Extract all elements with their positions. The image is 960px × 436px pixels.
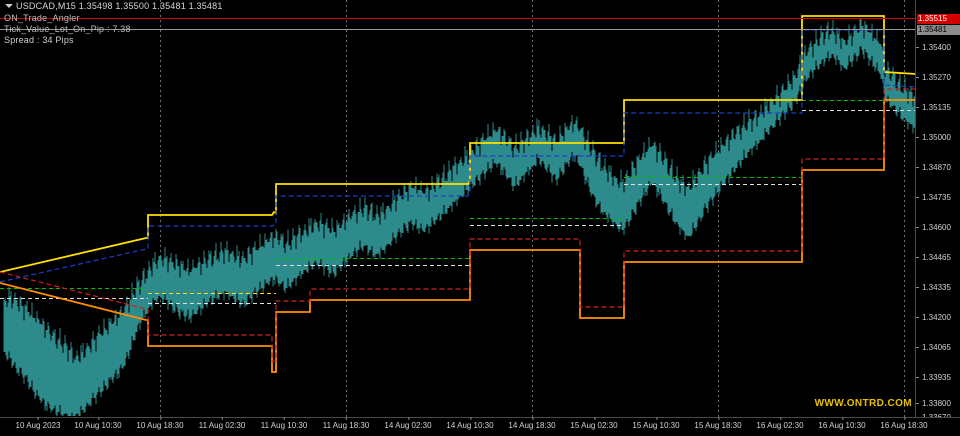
time-tick: 16 Aug 02:30 <box>756 417 804 430</box>
time-tick-label: 11 Aug 18:30 <box>322 421 370 430</box>
channel-line <box>0 99 916 373</box>
price-tick-mark <box>916 47 919 48</box>
channel-line <box>0 88 916 362</box>
time-tick: 15 Aug 10:30 <box>632 417 680 430</box>
time-tick-mark <box>842 417 843 420</box>
price-tick-label: 1.35400 <box>922 43 951 52</box>
price-tick-label: 1.34870 <box>922 163 951 172</box>
time-tick: 15 Aug 02:30 <box>570 417 618 430</box>
time-tick: 10 Aug 18:30 <box>136 417 184 430</box>
time-tick-label: 14 Aug 18:30 <box>508 421 556 430</box>
time-tick: 11 Aug 02:30 <box>198 417 246 430</box>
price-tick-mark <box>916 167 919 168</box>
time-tick-mark <box>160 417 161 420</box>
time-tick-mark <box>718 417 719 420</box>
time-tick-mark <box>408 417 409 420</box>
price-tick-label: 1.35135 <box>922 103 951 112</box>
time-tick: 14 Aug 18:30 <box>508 417 556 430</box>
price-tick: 1.34870 <box>916 163 960 172</box>
channel-line <box>0 29 916 283</box>
price-tick: 1.35400 <box>916 43 960 52</box>
price-tick-label: 1.33935 <box>922 373 951 382</box>
price-tick-label: 1.34735 <box>922 193 951 202</box>
time-tick-mark <box>222 417 223 420</box>
price-tick: 1.35270 <box>916 73 960 82</box>
ask-price-tag: 1.35515 <box>917 14 960 24</box>
time-tick: 14 Aug 10:30 <box>446 417 494 430</box>
time-tick-mark <box>532 417 533 420</box>
watermark-label: WWW.ONTRD.COM <box>814 398 912 409</box>
time-tick-mark <box>470 417 471 420</box>
time-tick-mark <box>904 417 905 420</box>
time-tick-label: 14 Aug 02:30 <box>384 421 432 430</box>
price-tick-label: 1.34600 <box>922 223 951 232</box>
price-tick: 1.34735 <box>916 193 960 202</box>
price-tick: 1.35000 <box>916 133 960 142</box>
price-tick-label: 1.34465 <box>922 253 951 262</box>
time-tick: 16 Aug 18:30 <box>880 417 928 430</box>
channel-line <box>0 15 916 273</box>
time-tick-label: 11 Aug 10:30 <box>260 421 308 430</box>
time-tick: 11 Aug 10:30 <box>260 417 308 430</box>
price-tick-label: 1.35270 <box>922 73 951 82</box>
price-scale[interactable]: 1.35400 1.35270 1.35135 1.35000 1.34870 1.347… <box>915 0 960 422</box>
price-tick-label: 1.34065 <box>922 343 951 352</box>
time-tick-label: 14 Aug 10:30 <box>446 421 494 430</box>
price-tick-label: 1.33800 <box>922 399 951 408</box>
time-tick-label: 15 Aug 02:30 <box>570 421 618 430</box>
price-tick-label: 1.35000 <box>922 133 951 142</box>
time-tick-label: 15 Aug 18:30 <box>694 421 742 430</box>
price-tick-mark <box>916 403 919 404</box>
time-tick: 14 Aug 02:30 <box>384 417 432 430</box>
time-tick: 16 Aug 10:30 <box>818 417 866 430</box>
time-tick-label: 16 Aug 10:30 <box>818 421 866 430</box>
chart-plot-area[interactable] <box>0 0 916 418</box>
time-tick-label: 10 Aug 2023 <box>15 421 61 430</box>
price-tick-mark <box>916 317 919 318</box>
price-tick-mark <box>916 77 919 78</box>
price-tick-mark <box>916 287 919 288</box>
price-tick: 1.34600 <box>916 223 960 232</box>
price-tick-mark <box>916 347 919 348</box>
triangle-down-icon[interactable] <box>5 4 13 8</box>
time-tick-mark <box>38 417 39 420</box>
price-tick-mark <box>916 197 919 198</box>
price-tick: 1.33800 <box>916 399 960 408</box>
time-tick-label: 11 Aug 02:30 <box>198 421 246 430</box>
time-tick-label: 10 Aug 10:30 <box>74 421 122 430</box>
price-tick: 1.34465 <box>916 253 960 262</box>
price-tick-mark <box>916 107 919 108</box>
price-tick-mark <box>916 227 919 228</box>
price-tick: 1.34065 <box>916 343 960 352</box>
time-tick-mark <box>98 417 99 420</box>
time-tick: 11 Aug 18:30 <box>322 417 370 430</box>
price-tick-mark <box>916 377 919 378</box>
time-tick-label: 10 Aug 18:30 <box>136 421 184 430</box>
time-tick-label: 15 Aug 10:30 <box>632 421 680 430</box>
time-tick-mark <box>284 417 285 420</box>
time-tick-mark <box>346 417 347 420</box>
price-tick: 1.33935 <box>916 373 960 382</box>
bid-price-tag: 1.35481 <box>917 25 960 35</box>
candle-series <box>3 17 916 416</box>
time-tick-mark <box>656 417 657 420</box>
time-tick-mark <box>780 417 781 420</box>
time-tick-label: 16 Aug 02:30 <box>756 421 804 430</box>
time-tick: 15 Aug 18:30 <box>694 417 742 430</box>
chart-canvas <box>0 0 916 418</box>
time-tick: 10 Aug 2023 <box>15 417 61 430</box>
price-tick-label: 1.34335 <box>922 283 951 292</box>
time-tick-label: 16 Aug 18:30 <box>880 421 928 430</box>
price-tick-label: 1.34200 <box>922 313 951 322</box>
price-tick: 1.34335 <box>916 283 960 292</box>
price-tick: 1.34200 <box>916 313 960 322</box>
time-scale[interactable]: 10 Aug 2023 10 Aug 10:30 10 Aug 18:30 11 Au… <box>0 417 960 436</box>
price-tick-mark <box>916 257 919 258</box>
price-tick: 1.35135 <box>916 103 960 112</box>
time-tick: 10 Aug 10:30 <box>74 417 122 430</box>
price-tick-mark <box>916 137 919 138</box>
time-tick-mark <box>594 417 595 420</box>
